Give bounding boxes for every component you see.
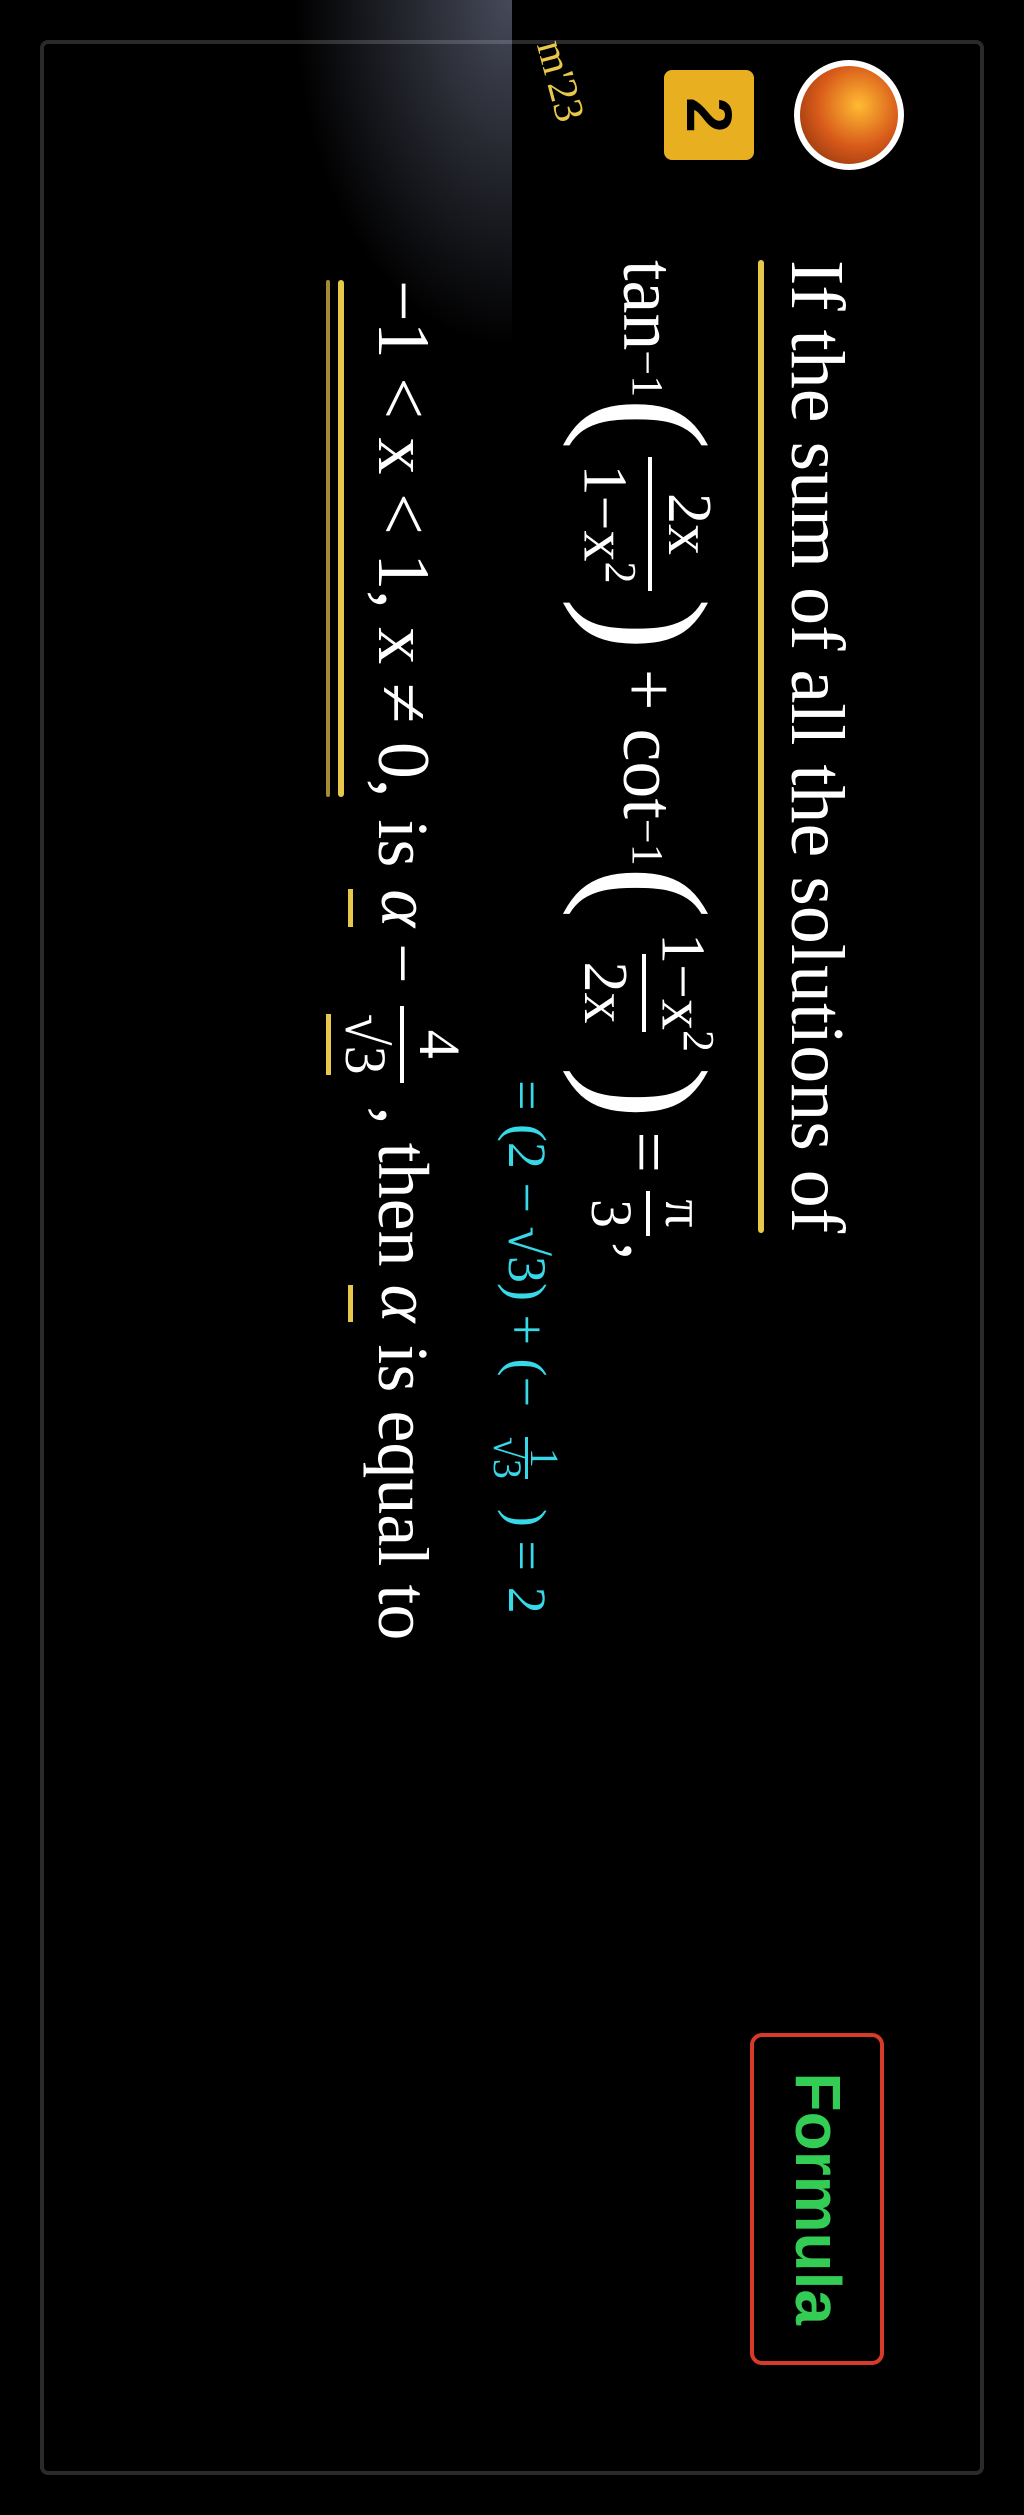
badge-text: 2 — [672, 97, 746, 133]
channel-logo — [794, 60, 904, 170]
comma: , — [595, 1242, 699, 1261]
prompt-row: If the sum of all the solutions of Formu… — [750, 260, 884, 2365]
minus: − — [352, 943, 453, 984]
tail: is equal to — [352, 1344, 453, 1640]
rfrac-den-text: √3 — [326, 1014, 398, 1075]
rparen1: ) — [595, 597, 707, 650]
formula-box: Formula — [750, 2033, 884, 2365]
cot-label: cot — [595, 729, 699, 819]
tan-label: tan — [595, 260, 699, 350]
frac2: 1−x2 2x — [574, 925, 721, 1060]
plus: + — [595, 669, 699, 711]
frac1-num: 2x — [652, 485, 720, 563]
hw-rhs: 2 — [488, 1587, 564, 1614]
frac2-num-pre: 1−x — [649, 933, 717, 1030]
rfrac-den: √3 — [336, 1006, 404, 1083]
prompt-text: If the sum of all the solutions of — [764, 260, 870, 1233]
rhs-den: 3 — [582, 1191, 650, 1236]
lparen1: ( — [595, 397, 707, 450]
frac1-den-sup: 2 — [596, 561, 645, 583]
cot-sup: −1 — [616, 819, 678, 866]
frac1: 2x 1−x2 — [574, 457, 721, 592]
domain-text-content: −1 < x < 1, x ≠ 0, — [362, 280, 444, 797]
question-number-badge: 2 — [664, 70, 754, 160]
domain-text: −1 < x < 1, x ≠ 0, — [350, 280, 454, 797]
hw-frac-num: 1 — [528, 1448, 560, 1468]
then: , then — [352, 1107, 453, 1267]
handwriting-row: = (2 − √3) + (− 1 √3 ) = 2 — [488, 1050, 564, 2365]
frac2-den: 2x — [574, 954, 646, 1032]
result-frac: 4 √3 — [336, 1006, 468, 1083]
equation-row: tan −1 ( 2x 1−x2 ) + cot −1 ( 1−x2 2x ) … — [574, 260, 721, 2365]
rfrac-num: 4 — [404, 1022, 468, 1067]
equals: = — [595, 1131, 699, 1173]
hw-expr-pre: = (2 − √3) + (− — [488, 1080, 564, 1407]
tan-sup: −1 — [616, 350, 678, 397]
hw-expr-post: ) = — [488, 1509, 564, 1571]
frac2-num: 1−x2 — [646, 925, 721, 1060]
slide-content: 2 m'23 If the sum of all the solutions o… — [90, 90, 934, 2425]
rparen2: ) — [595, 1066, 707, 1119]
lparen2: ( — [595, 866, 707, 919]
frac2-num-sup: 2 — [674, 1030, 723, 1052]
alpha-1: α — [348, 889, 456, 927]
hw-frac-den: √3 — [491, 1437, 528, 1479]
frac1-den: 1−x2 — [574, 457, 653, 592]
pi: π — [650, 1191, 712, 1235]
frac1-den-pre: 1−x — [571, 465, 639, 562]
alpha-2: α — [348, 1285, 456, 1323]
is-label: is — [352, 819, 453, 867]
domain-row: −1 < x < 1, x ≠ 0, is α − 4 √3 , then α … — [336, 280, 468, 2365]
rhs-frac: π 3 — [582, 1191, 712, 1236]
